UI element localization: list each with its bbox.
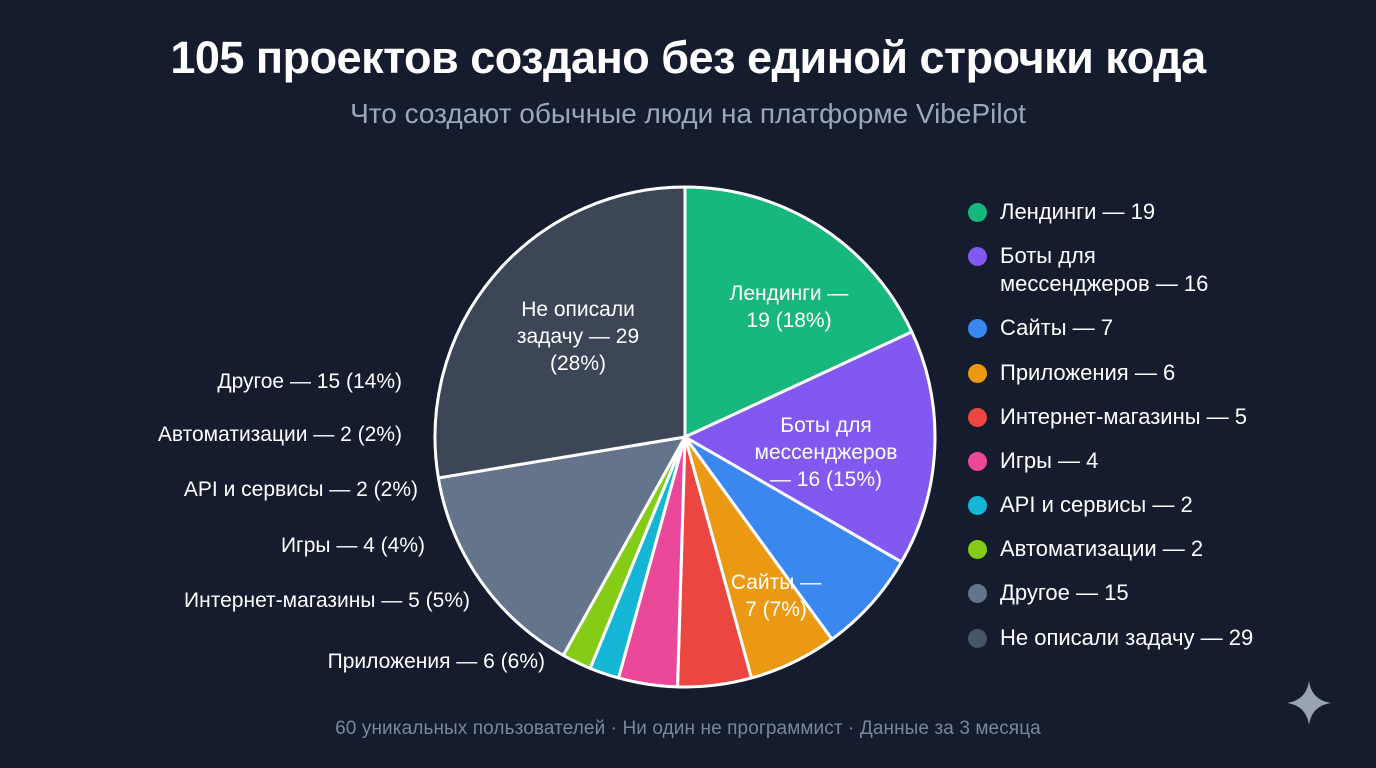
legend-color-swatch <box>968 247 987 267</box>
legend-item[interactable]: Боты для мессенджеров — 16 <box>968 242 1368 298</box>
pie-slice[interactable] <box>683 185 914 439</box>
legend-item-label: Боты для мессенджеров — 16 <box>1000 243 1209 297</box>
legend-color-swatch <box>968 496 987 516</box>
legend-color-swatch <box>968 319 987 339</box>
pie-labels: Лендинги —19 (18%) Боты для мессенджеров — … <box>158 282 898 673</box>
pie-slice-label-not-described: Не описали задачу — 29 (28%) <box>517 298 639 375</box>
pie-outer-label-api: API и сервисы — 2 (2%) <box>184 478 418 501</box>
legend-color-swatch <box>968 451 987 471</box>
legend-item[interactable]: Лендинги — 19 <box>968 198 1368 226</box>
legend-color-swatch <box>968 584 987 604</box>
legend-item[interactable]: Другое — 15 <box>968 579 1368 607</box>
legend-item-label: Лендинги — 19 <box>1000 199 1156 224</box>
legend-item-label: API и сервисы — 2 <box>1000 492 1193 518</box>
pie-slice-label-sites: Сайты —7 (7%) <box>731 571 821 621</box>
pie-slice[interactable] <box>683 330 937 564</box>
legend-item[interactable]: Автоматизации — 2 <box>968 535 1368 563</box>
page-subtitle: Что создают обычные люди на платформе Vi… <box>350 97 1026 129</box>
legend-item-label: Приложения — 6 <box>1000 359 1176 385</box>
pie-slice[interactable] <box>683 435 904 641</box>
page-title: 105 проектов создано без единой строчки … <box>170 32 1206 83</box>
legend-item[interactable]: Приложения — 6 <box>968 359 1368 387</box>
sparkle-icon <box>1286 680 1332 726</box>
pie-slice[interactable] <box>588 435 687 680</box>
legend-color-swatch <box>968 628 987 648</box>
pie-outer-label-automations: Автоматизации — 2 (2%) <box>158 423 402 446</box>
legend-color-swatch <box>968 203 987 222</box>
legend-item[interactable]: API и сервисы — 2 <box>968 491 1368 519</box>
pie-outer-label-other: Другое — 15 (14%) <box>217 370 402 393</box>
legend-item-label: Сайты — 7 <box>1000 315 1114 341</box>
pie-slice-label-bots: Боты для мессенджеров — 16 (15%) <box>755 414 898 491</box>
legend-item[interactable]: Игры — 4 <box>968 447 1368 475</box>
legend-item[interactable]: Интернет-магазины — 5 <box>968 403 1368 431</box>
header: 105 проектов создано без единой строчки … <box>0 0 1376 129</box>
footer-note: 60 уникальных пользователей · Ни один не… <box>335 718 1041 739</box>
pie-slices <box>433 185 937 689</box>
legend-item-label: Интернет-магазины — 5 <box>1000 403 1248 429</box>
pie-slice-label-landings: Лендинги —19 (18%) <box>730 282 849 332</box>
pie-outer-label-games: Игры — 4 (4%) <box>281 534 425 557</box>
legend-item-label: Другое — 15 <box>1000 580 1129 606</box>
pie-slice[interactable] <box>683 435 834 680</box>
legend-item-label: Игры — 4 <box>1000 447 1099 473</box>
pie-slice[interactable] <box>676 435 754 689</box>
legend-item[interactable]: Сайты — 7 <box>968 314 1368 342</box>
legend-item-label: Не описали задачу — 29 <box>1000 624 1254 650</box>
pie-slice[interactable] <box>436 435 687 657</box>
pie-slice[interactable] <box>616 435 687 689</box>
pie-slice[interactable] <box>561 435 687 670</box>
legend-color-swatch <box>968 363 987 383</box>
legend: Лендинги — 19 Боты для мессенджеров — 16 С… <box>968 198 1368 668</box>
legend-color-swatch <box>968 540 987 560</box>
pie-outer-label-apps: Приложения — 6 (6%) <box>328 650 545 673</box>
pie-outer-label-shops: Интернет-магазины — 5 (5%) <box>184 589 470 612</box>
legend-item-label: Автоматизации — 2 <box>1000 536 1204 562</box>
pie-slice[interactable] <box>433 185 687 480</box>
legend-color-swatch <box>968 407 987 427</box>
legend-item[interactable]: Не описали задачу — 29 <box>968 624 1368 652</box>
